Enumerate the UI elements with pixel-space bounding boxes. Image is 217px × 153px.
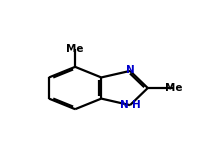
Text: H: H — [132, 100, 140, 110]
Text: N: N — [120, 100, 128, 110]
Text: N: N — [126, 65, 134, 75]
Text: Me: Me — [66, 44, 84, 54]
Text: Me: Me — [165, 83, 182, 93]
